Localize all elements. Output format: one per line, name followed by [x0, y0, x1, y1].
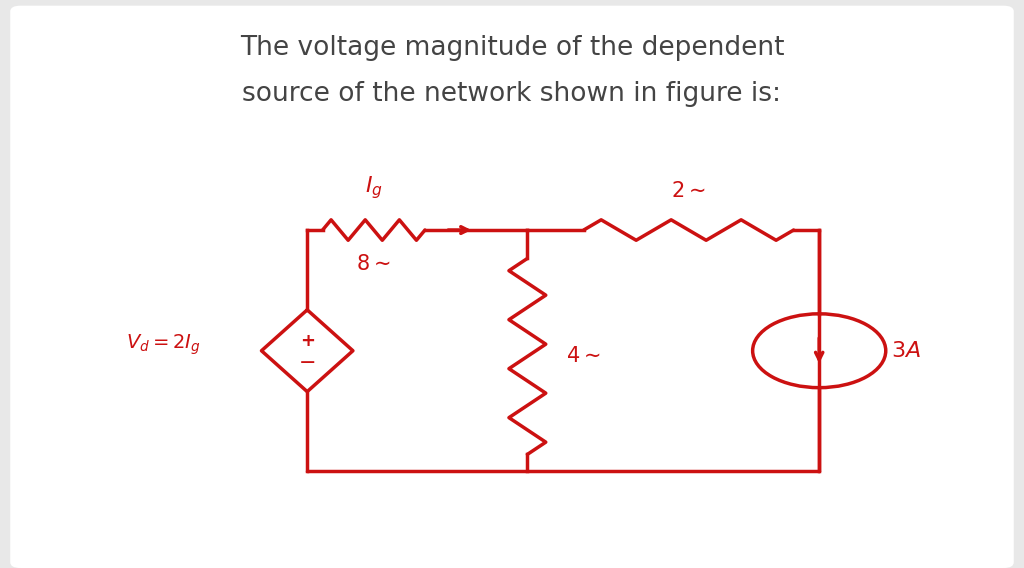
Text: $I_g$: $I_g$: [365, 174, 383, 201]
Text: $8\sim$: $8\sim$: [356, 254, 391, 274]
Text: $3A$: $3A$: [891, 341, 922, 361]
Text: −: −: [298, 353, 316, 373]
Text: $4\sim$: $4\sim$: [566, 346, 601, 366]
Text: The voltage magnitude of the dependent: The voltage magnitude of the dependent: [240, 35, 784, 61]
Text: $2\sim$: $2\sim$: [672, 181, 706, 202]
Text: $V_d{=}2I_g$: $V_d{=}2I_g$: [126, 333, 202, 357]
Text: +: +: [300, 332, 314, 349]
Text: source of the network shown in figure is:: source of the network shown in figure is…: [243, 81, 781, 107]
